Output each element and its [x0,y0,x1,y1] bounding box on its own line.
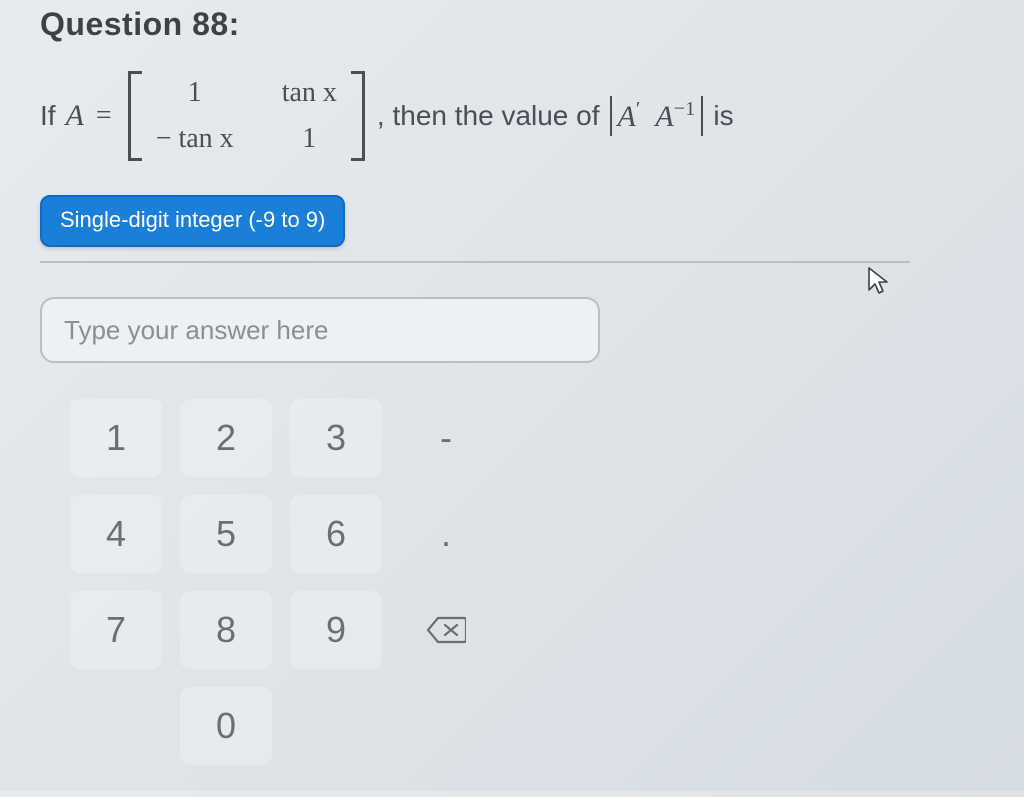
keypad-7[interactable]: 7 [70,591,162,669]
answer-input[interactable] [40,297,600,363]
matrix-bracket-right [351,71,365,161]
if-text: If [40,100,56,132]
matrix-grid: 1 tan x − tan x 1 [142,71,351,161]
equals-sign: = [96,100,112,132]
det-A2: A [655,100,673,133]
numeric-keypad: 1 2 3 - 4 5 6 . 7 8 9 0 [70,399,984,765]
keypad-5[interactable]: 5 [180,495,272,573]
keypad-9[interactable]: 9 [290,591,382,669]
matrix-variable: A [66,99,84,133]
determinant-expression: A′ A−1 [610,96,704,136]
det-A: A [618,100,636,133]
keypad-1[interactable]: 1 [70,399,162,477]
keypad-6[interactable]: 6 [290,495,382,573]
answer-type-badge: Single-digit integer (-9 to 9) [40,195,345,247]
det-prime: ′ [636,98,640,120]
keypad-minus[interactable]: - [400,399,492,477]
keypad-8[interactable]: 8 [180,591,272,669]
keypad-2[interactable]: 2 [180,399,272,477]
matrix-cell-r2c2: 1 [282,123,337,155]
keypad-4[interactable]: 4 [70,495,162,573]
is-text: is [713,100,733,132]
det-inverse: −1 [674,98,696,120]
matrix-cell-r1c2: tan x [282,77,337,109]
keypad-0[interactable]: 0 [180,687,272,765]
then-text: , then the value of [377,100,600,132]
keypad-backspace[interactable] [400,591,492,669]
question-body: If A = 1 tan x − tan x 1 , then the valu… [40,71,984,161]
matrix-cell-r2c1: − tan x [156,123,234,155]
question-title: Question 88: [40,6,984,43]
matrix: 1 tan x − tan x 1 [128,71,365,161]
keypad-dot[interactable]: . [400,495,492,573]
matrix-cell-r1c1: 1 [156,77,234,109]
keypad-3[interactable]: 3 [290,399,382,477]
matrix-bracket-left [128,71,142,161]
divider [40,261,910,263]
backspace-icon [426,616,466,644]
